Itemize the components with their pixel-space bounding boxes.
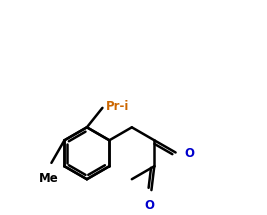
Text: O: O [184, 147, 194, 160]
Text: O: O [144, 199, 155, 212]
Text: Pr-i: Pr-i [106, 100, 130, 113]
Text: Me: Me [39, 172, 58, 184]
